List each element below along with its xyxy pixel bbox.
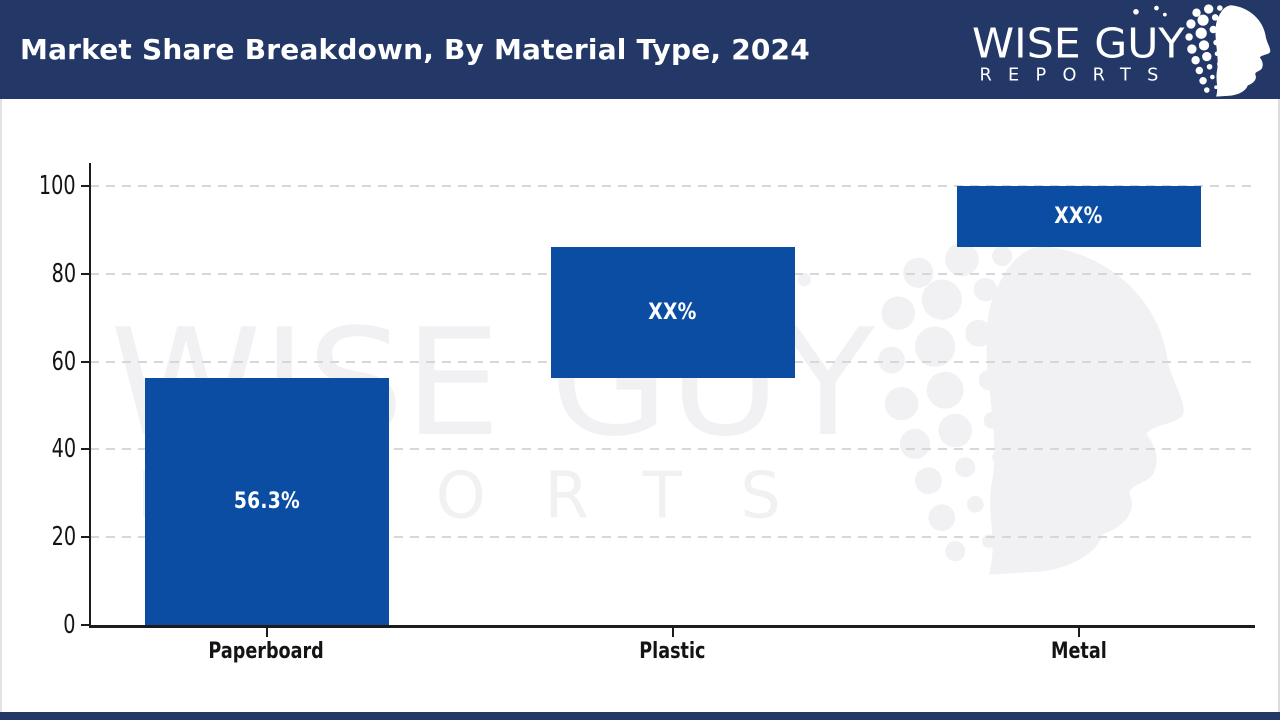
x-axis-tick xyxy=(265,628,268,637)
brand-logo xyxy=(972,3,1272,97)
gridline xyxy=(90,185,1255,187)
y-axis-tick-label: 60 xyxy=(4,347,76,377)
y-axis-tick xyxy=(81,624,90,626)
y-tick-value: 100 xyxy=(39,171,76,201)
y-axis-tick xyxy=(81,360,90,363)
footer-bar xyxy=(0,712,1280,720)
x-category-text: Metal xyxy=(1050,639,1107,664)
y-axis-tick xyxy=(81,272,90,275)
y-tick-value: 0 xyxy=(63,610,76,640)
bar-paperboard: 56.3% xyxy=(144,377,389,625)
x-axis-tick xyxy=(1077,628,1080,637)
header-bar: Market Share Breakdown, By Material Type… xyxy=(0,0,1280,99)
y-axis-tick xyxy=(81,536,90,539)
x-axis-spine xyxy=(89,625,1255,628)
x-category-label-paperboard: Paperboard xyxy=(137,639,397,664)
bar-plastic: XX% xyxy=(550,247,795,378)
y-axis-tick-label: 0 xyxy=(4,610,76,640)
y-axis-tick xyxy=(81,448,90,451)
y-tick-value: 80 xyxy=(51,258,76,289)
y-axis-tick-label: 100 xyxy=(4,171,76,201)
bar-value-label: XX% xyxy=(1054,204,1103,230)
y-tick-value: 20 xyxy=(51,522,76,553)
x-category-label-metal: Metal xyxy=(949,639,1209,664)
page-title: Market Share Breakdown, By Material Type… xyxy=(20,33,810,66)
bar-value-label: XX% xyxy=(648,300,697,326)
bar-value-label: 56.3% xyxy=(233,488,300,514)
chart-canvas: 0 20 40 60 80 100 56.3% Paperboard XX% Plastic XX%… xyxy=(0,99,1280,712)
y-axis-spine xyxy=(89,163,91,628)
x-category-text: Plastic xyxy=(639,639,706,664)
y-tick-value: 40 xyxy=(51,434,76,465)
y-axis-tick-label: 40 xyxy=(4,434,76,464)
y-axis-tick xyxy=(81,185,90,187)
y-axis-tick-label: 20 xyxy=(4,522,76,552)
x-category-label-plastic: Plastic xyxy=(543,639,803,664)
plot-area: 0 20 40 60 80 100 56.3% Paperboard XX% Plastic XX%… xyxy=(2,99,1278,712)
y-axis-tick-label: 80 xyxy=(4,259,76,289)
x-axis-tick xyxy=(671,628,674,637)
y-tick-value: 60 xyxy=(51,346,76,377)
bar-metal: XX% xyxy=(956,186,1201,248)
x-category-text: Paperboard xyxy=(208,639,325,664)
